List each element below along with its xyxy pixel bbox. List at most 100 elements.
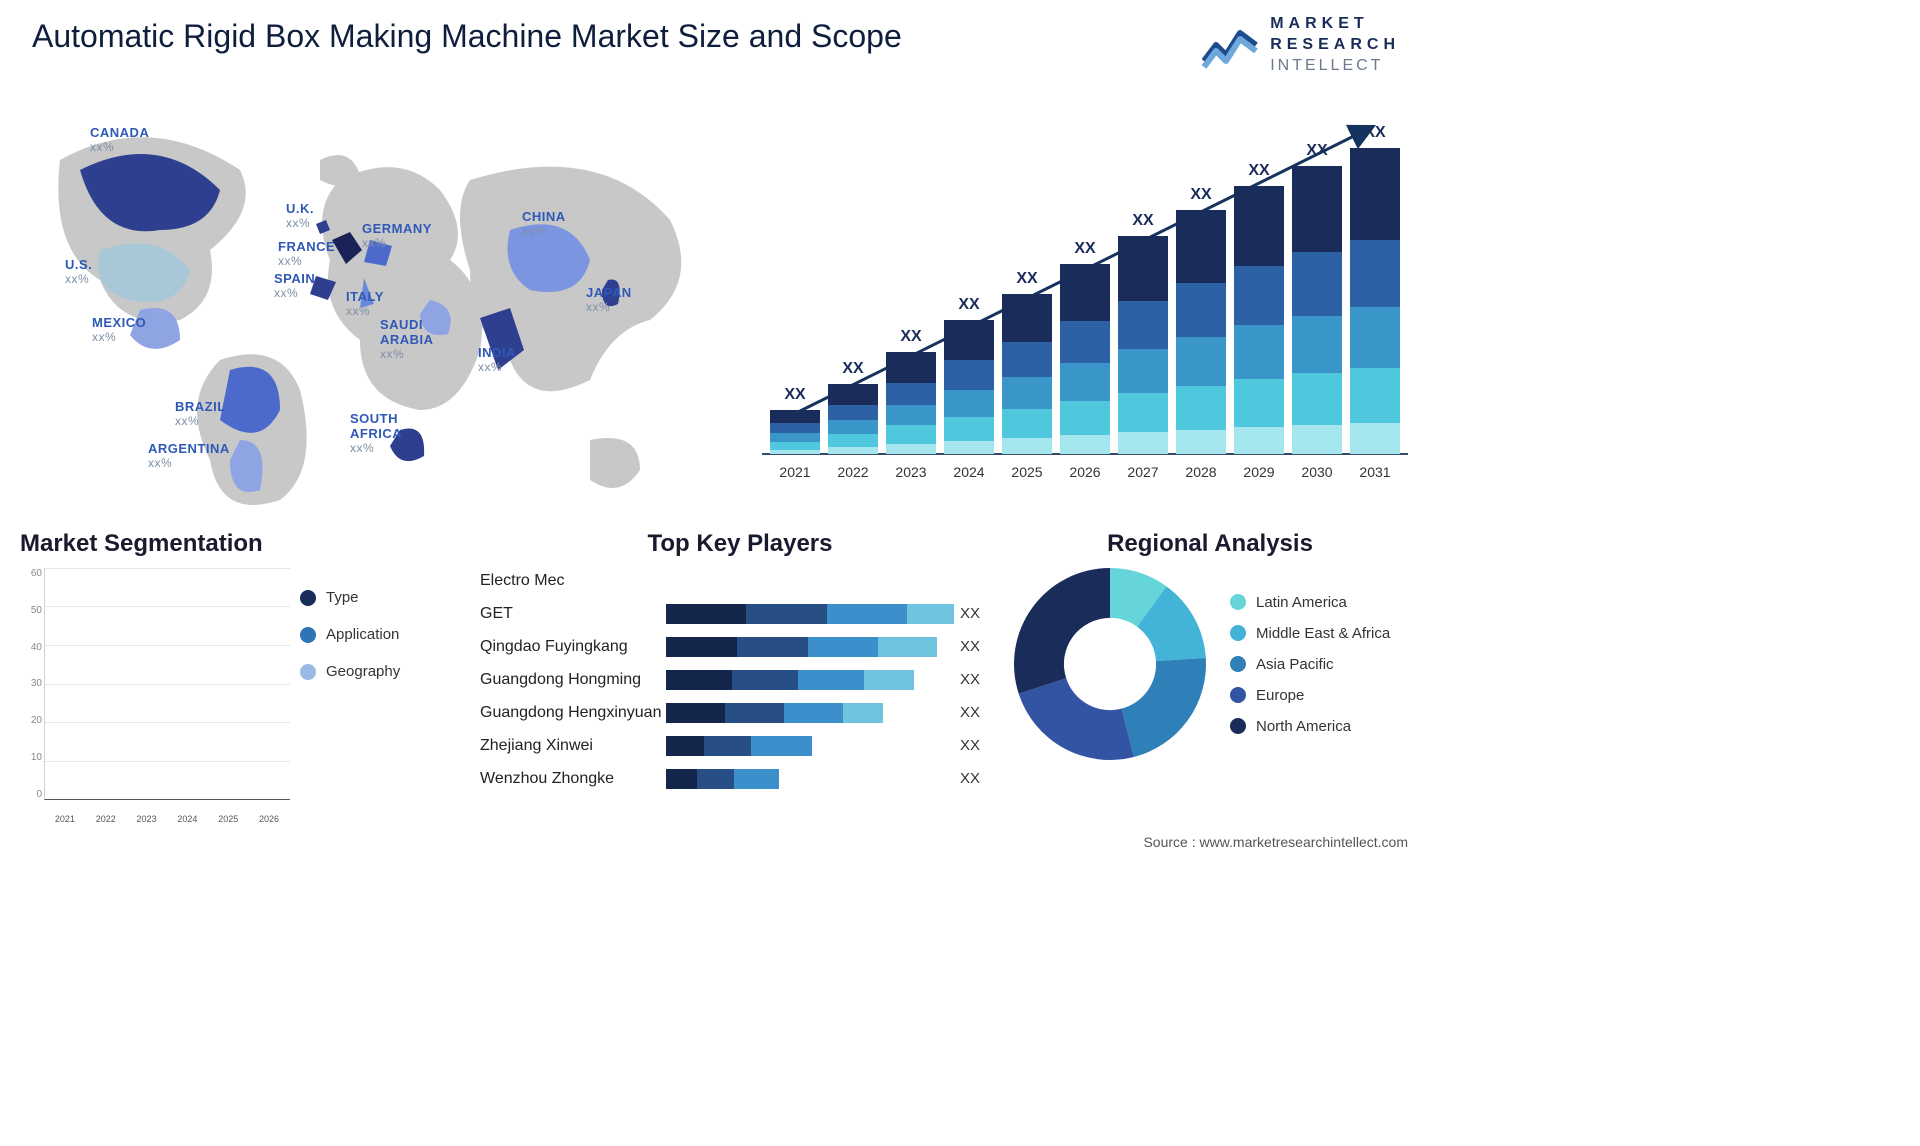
bar-value-label: XX xyxy=(1060,240,1110,258)
chart-bar: XX xyxy=(1118,134,1168,454)
map-label: SPAINxx% xyxy=(274,272,315,301)
donut-slice xyxy=(1019,678,1134,760)
bar-segment xyxy=(1002,294,1052,342)
kp-value: XX xyxy=(960,704,1000,721)
legend-item: North America xyxy=(1230,718,1390,735)
kp-name: Guangdong Hengxinyuan xyxy=(480,704,660,722)
x-axis-label: 2023 xyxy=(886,464,936,480)
chart-bar: XX xyxy=(1292,134,1342,454)
chart-bar: XX xyxy=(1060,134,1110,454)
kp-bar xyxy=(666,769,779,789)
chart-bar: XX xyxy=(770,134,820,454)
map-label: BRAZILxx% xyxy=(175,400,226,429)
bar-segment xyxy=(886,405,936,425)
kp-name: Zhejiang Xinwei xyxy=(480,737,660,755)
bar-segment xyxy=(1176,283,1226,337)
bar-segment xyxy=(828,384,878,405)
seg-x-label: 2026 xyxy=(250,814,288,824)
chart-bar: XX xyxy=(1234,134,1284,454)
bar-segment xyxy=(1350,307,1400,368)
kp-name: Qingdao Fuyingkang xyxy=(480,638,660,656)
y-tick: 50 xyxy=(20,605,42,616)
x-axis-label: 2027 xyxy=(1118,464,1168,480)
kp-row: Guangdong Hengxinyuan XX xyxy=(480,696,1000,729)
kp-name: Wenzhou Zhongke xyxy=(480,770,660,788)
seg-plot xyxy=(44,568,290,800)
x-axis-label: 2026 xyxy=(1060,464,1110,480)
y-tick: 60 xyxy=(20,568,42,579)
ra-title: Regional Analysis xyxy=(1010,530,1410,558)
bar-segment xyxy=(1060,401,1110,435)
legend-item: Geography xyxy=(300,663,455,680)
kp-row: Electro Mec xyxy=(480,564,1000,597)
bar-segment xyxy=(1118,432,1168,454)
legend-item: Application xyxy=(300,626,455,643)
bar-segment xyxy=(828,420,878,434)
bar-value-label: XX xyxy=(1176,186,1226,204)
bar-segment xyxy=(944,441,994,454)
bar-value-label: XX xyxy=(1292,142,1342,160)
kp-bar xyxy=(666,637,937,657)
x-axis-label: 2029 xyxy=(1234,464,1284,480)
bar-segment xyxy=(1118,236,1168,301)
x-axis-label: 2028 xyxy=(1176,464,1226,480)
kp-name: Guangdong Hongming xyxy=(480,671,660,689)
bar-segment xyxy=(770,433,820,442)
kp-row: Guangdong Hongming XX xyxy=(480,663,1000,696)
seg-x-label: 2023 xyxy=(128,814,166,824)
bar-value-label: XX xyxy=(1350,124,1400,142)
seg-x-label: 2025 xyxy=(209,814,247,824)
kp-value: XX xyxy=(960,770,1000,787)
map-label: U.K.xx% xyxy=(286,202,314,231)
bar-segment xyxy=(770,423,820,433)
bar-segment xyxy=(1002,438,1052,454)
legend-item: Latin America xyxy=(1230,594,1390,611)
x-axis-label: 2031 xyxy=(1350,464,1400,480)
regional-panel: Regional Analysis Latin America Middle Ea… xyxy=(1010,530,1410,764)
chart-bar: XX xyxy=(828,134,878,454)
x-axis-label: 2021 xyxy=(770,464,820,480)
bar-segment xyxy=(1292,425,1342,454)
kp-value: XX xyxy=(960,737,1000,754)
y-tick: 0 xyxy=(20,789,42,800)
bar-segment xyxy=(1292,316,1342,374)
chart-bar: XX xyxy=(944,134,994,454)
map-label: CANADAxx% xyxy=(90,126,149,155)
bar-segment xyxy=(886,444,936,454)
map-label: MEXICOxx% xyxy=(92,316,146,345)
chart-bar: XX xyxy=(886,134,936,454)
bar-segment xyxy=(1176,430,1226,454)
bar-segment xyxy=(828,447,878,454)
map-label: JAPANxx% xyxy=(586,286,632,315)
chart-bar: XX xyxy=(1002,134,1052,454)
bar-value-label: XX xyxy=(886,328,936,346)
legend-item: Asia Pacific xyxy=(1230,656,1390,673)
kp-title: Top Key Players xyxy=(480,530,1000,558)
bar-segment xyxy=(770,450,820,454)
bar-segment xyxy=(1234,325,1284,379)
kp-value: XX xyxy=(960,671,1000,688)
y-tick: 40 xyxy=(20,642,42,653)
legend-item: Middle East & Africa xyxy=(1230,625,1390,642)
bar-segment xyxy=(1002,409,1052,438)
bar-segment xyxy=(1060,264,1110,321)
y-tick: 10 xyxy=(20,752,42,763)
kp-value: XX xyxy=(960,638,1000,655)
bar-segment xyxy=(828,434,878,447)
seg-x-label: 2024 xyxy=(168,814,206,824)
market-size-chart: XXXXXXXXXXXXXXXXXXXXXX 20212022202320242… xyxy=(770,100,1400,480)
bar-segment xyxy=(944,360,994,389)
kp-row: GETXX xyxy=(480,597,1000,630)
bar-value-label: XX xyxy=(944,296,994,314)
bar-segment xyxy=(1176,386,1226,430)
bar-segment xyxy=(886,383,936,405)
bar-value-label: XX xyxy=(1118,212,1168,230)
x-axis-label: 2025 xyxy=(1002,464,1052,480)
logo-l3: INTELLECT xyxy=(1270,56,1400,77)
bar-segment xyxy=(1292,252,1342,315)
bar-segment xyxy=(1350,368,1400,423)
map-label: ARGENTINAxx% xyxy=(148,442,230,471)
bar-segment xyxy=(1002,377,1052,409)
bar-segment xyxy=(944,390,994,417)
bar-segment xyxy=(886,425,936,443)
